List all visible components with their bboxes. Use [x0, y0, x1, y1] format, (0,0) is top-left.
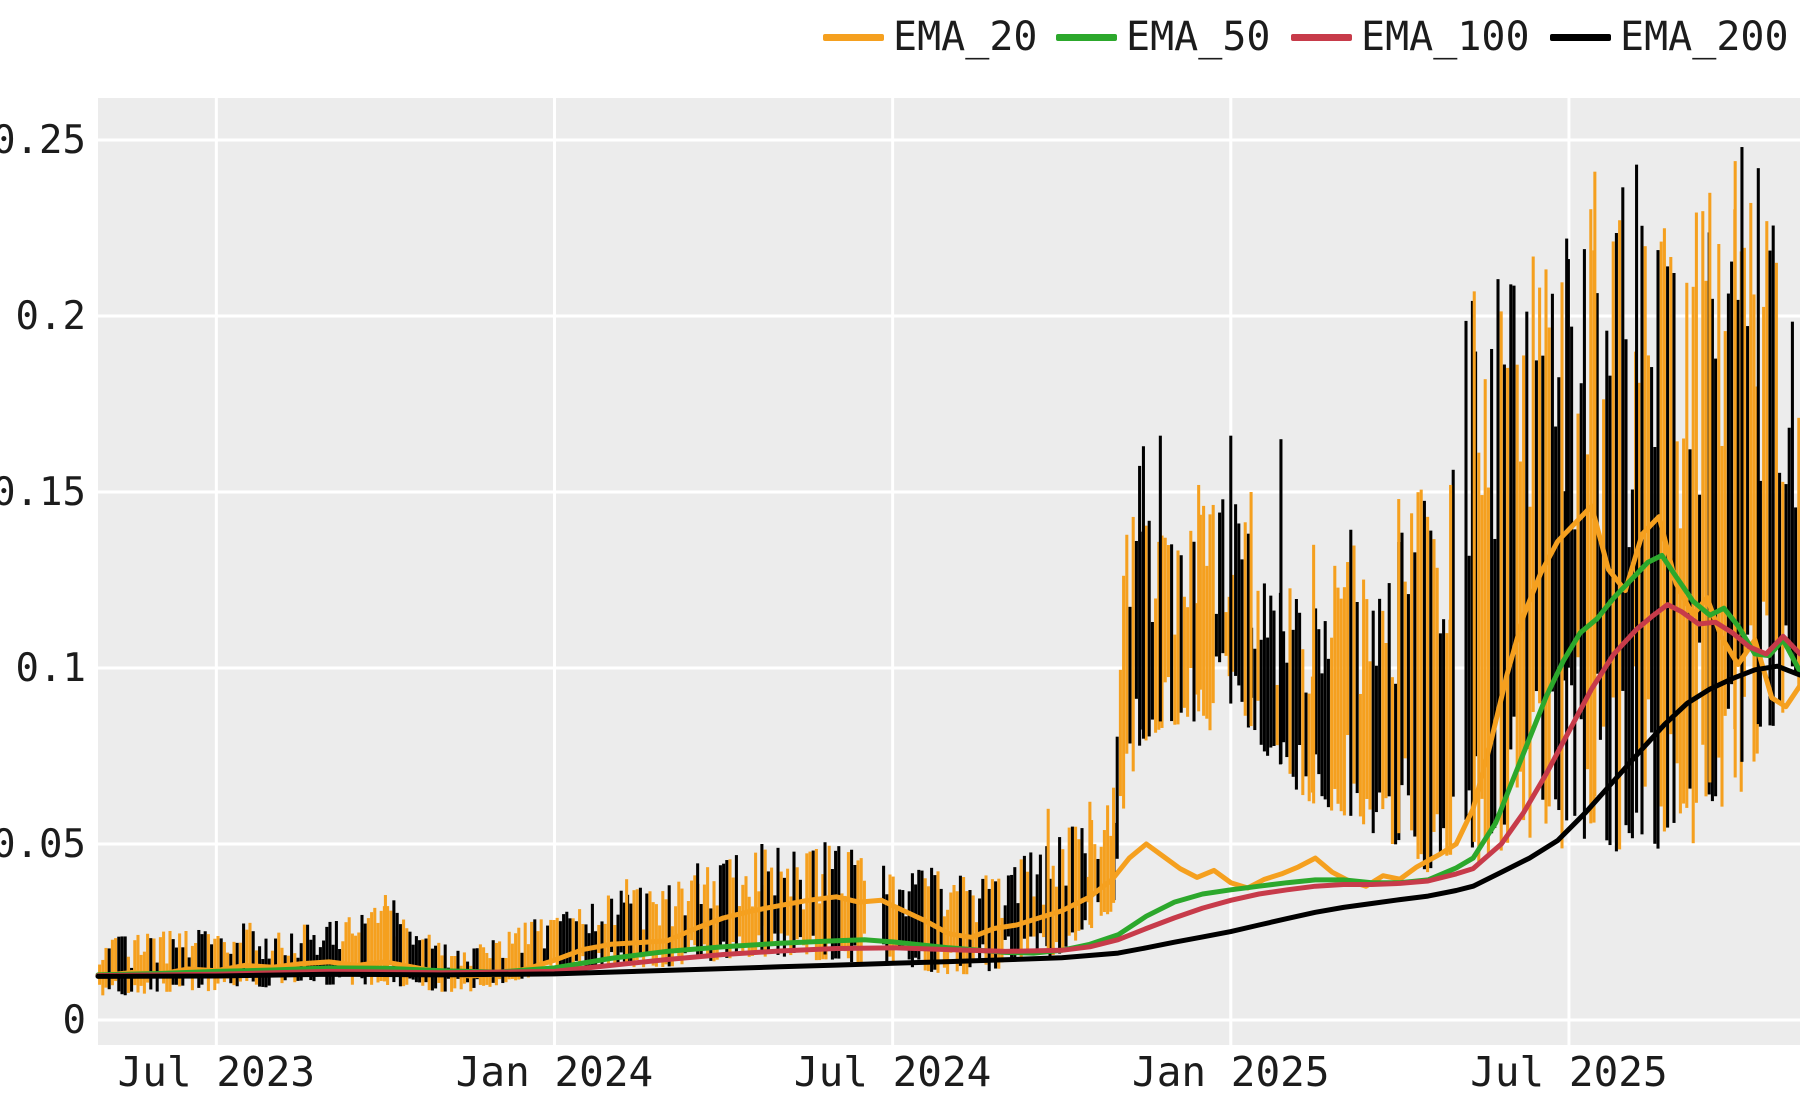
x-tick-label: Jan 2025 [1132, 1048, 1329, 1096]
ema-line-ema_200 [95, 663, 1800, 979]
ema-50-line-swatch [1056, 33, 1117, 41]
price-bars [98, 187, 1800, 996]
legend-label-ema-200: EMA_200 [1620, 14, 1789, 60]
ema-20-line-swatch [823, 33, 884, 41]
legend-item-ema-200: EMA_200 [1550, 14, 1789, 60]
ema-line-ema_50 [95, 552, 1800, 978]
y-tick-label: 0.2 [16, 294, 86, 339]
legend-item-ema-20: EMA_20 [823, 14, 1038, 60]
y-tick-label: 0.25 [0, 118, 86, 163]
y-tick-label: 0.15 [0, 470, 86, 515]
legend-item-ema-100: EMA_100 [1291, 14, 1530, 60]
x-tick-label: Jul 2024 [794, 1048, 991, 1096]
x-tick-label: Jan 2024 [456, 1048, 653, 1096]
ema-100-line-swatch [1291, 33, 1352, 41]
y-tick-label: 0.1 [16, 646, 86, 691]
y-tick-label: 0 [63, 998, 86, 1043]
legend-label-ema-50: EMA_50 [1126, 14, 1271, 60]
y-tick-label: 0.05 [0, 822, 86, 867]
legend-label-ema-20: EMA_20 [893, 14, 1038, 60]
ema-line-ema_100 [95, 602, 1800, 979]
legend-label-ema-100: EMA_100 [1361, 14, 1530, 60]
x-tick-label: Jul 2025 [1470, 1048, 1667, 1096]
legend-item-ema-50: EMA_50 [1056, 14, 1271, 60]
x-tick-label: Jul 2023 [118, 1048, 315, 1096]
ema-200-line-swatch [1550, 33, 1611, 41]
